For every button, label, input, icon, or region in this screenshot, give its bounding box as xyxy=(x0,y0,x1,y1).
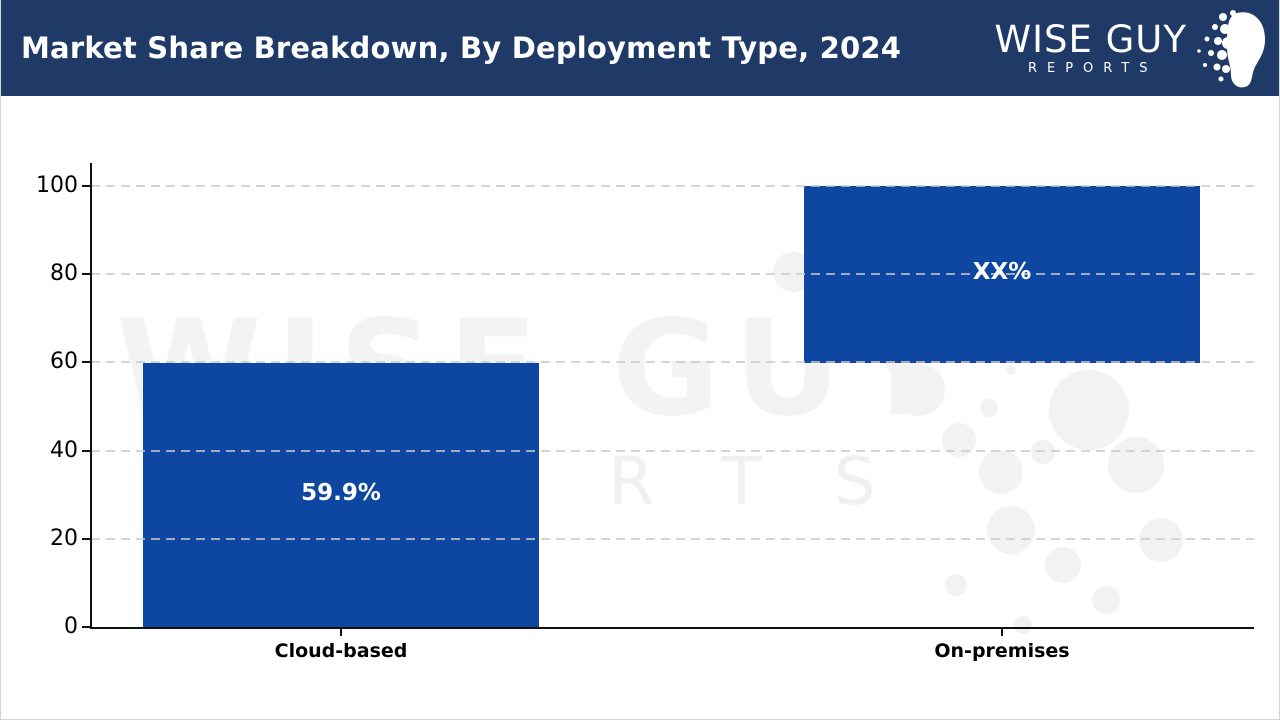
y-tick-100 xyxy=(82,185,91,187)
y-tick-20 xyxy=(82,537,91,540)
x-axis-spine xyxy=(90,627,1254,629)
bar-value-label: XX% xyxy=(972,259,1032,286)
y-tick-40 xyxy=(82,449,91,452)
bar-cloud-based xyxy=(143,362,539,627)
y-tick-label-60: 60 xyxy=(50,349,78,375)
page-title: Market Share Breakdown, By Deployment Ty… xyxy=(21,31,902,65)
y-axis-spine xyxy=(90,163,92,629)
gridline-100 xyxy=(91,185,1254,187)
logo-wordmark: WISE GUY xyxy=(994,17,1187,61)
y-tick-60 xyxy=(82,361,91,364)
x-tick-label-0: Cloud-based xyxy=(274,640,408,662)
gridline-40 xyxy=(91,449,1254,452)
bar-value-label: 59.9% xyxy=(301,479,381,506)
logo-text: WISE GUY REPORTS xyxy=(995,21,1187,76)
gridline-60 xyxy=(91,361,1254,364)
x-tick-label-1: On-premises xyxy=(934,640,1070,662)
y-tick-label-40: 40 xyxy=(50,437,78,463)
x-tick-1 xyxy=(1001,627,1003,636)
logo-subtitle: REPORTS xyxy=(1027,60,1158,76)
y-tick-label-0: 0 xyxy=(64,614,78,639)
y-tick-label-100: 100 xyxy=(36,173,78,198)
x-tick-0 xyxy=(340,627,342,636)
y-tick-label-20: 20 xyxy=(50,525,78,551)
y-tick-80 xyxy=(82,273,91,276)
wise-guy-logo: WISE GUY REPORTS xyxy=(995,7,1267,89)
y-tick-0 xyxy=(82,626,91,628)
y-tick-label-80: 80 xyxy=(50,261,78,287)
gridline-20 xyxy=(91,537,1254,540)
logo-face-icon xyxy=(1197,10,1265,88)
header-bar: Market Share Breakdown, By Deployment Ty… xyxy=(1,0,1279,96)
gridline-80 xyxy=(91,273,1254,276)
